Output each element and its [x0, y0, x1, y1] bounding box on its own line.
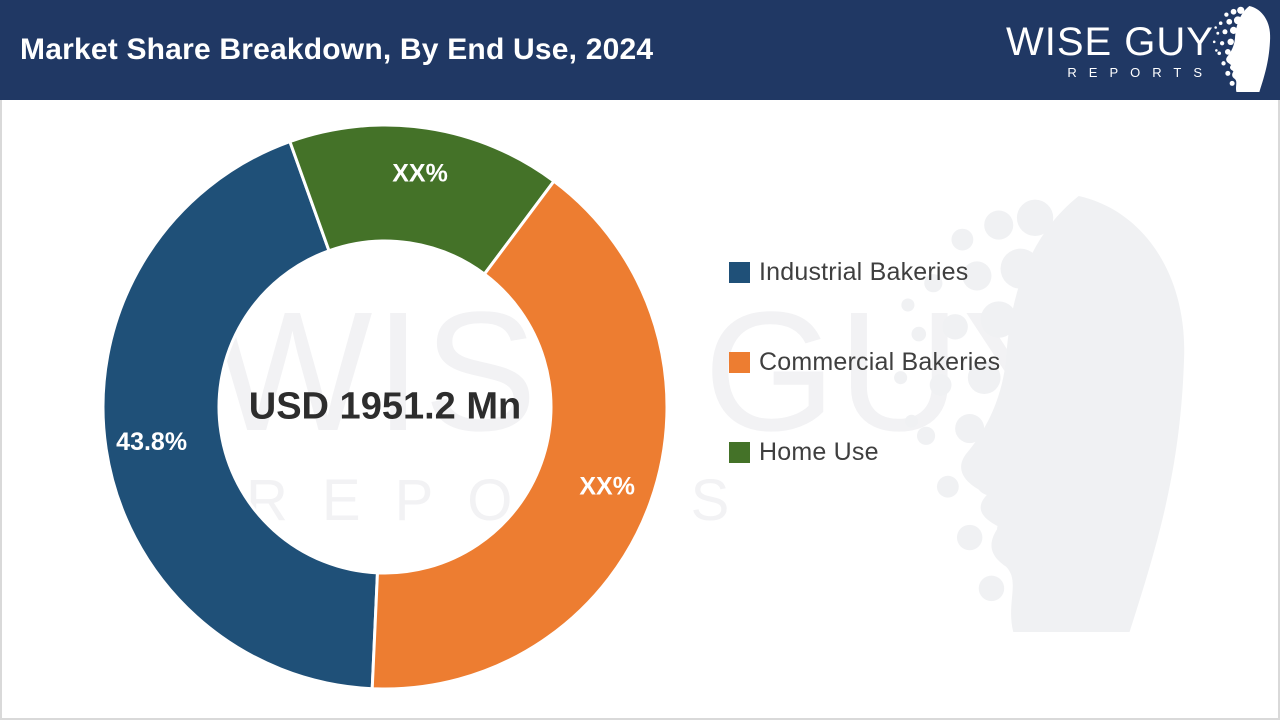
legend-label: Commercial Bakeries — [759, 348, 1001, 376]
legend-item-industrial-bakeries[interactable]: Industrial Bakeries — [729, 258, 1000, 287]
header-bar: Market Share Breakdown, By End Use, 2024… — [0, 0, 1280, 100]
chart-center-value: USD 1951.2 Mn — [248, 385, 522, 428]
slice-value-label: XX% — [579, 473, 635, 501]
legend-swatch-green-icon — [729, 442, 750, 463]
legend-swatch-blue-icon — [729, 262, 750, 283]
brand-logo: WISE GUY REPORTS — [1006, 6, 1272, 94]
slice-value-label: 43.8% — [116, 428, 187, 456]
legend-item-commercial-bakeries[interactable]: Commercial Bakeries — [729, 348, 1000, 377]
legend-label: Home Use — [759, 438, 879, 466]
page-title: Market Share Breakdown, By End Use, 2024 — [20, 33, 654, 66]
legend-item-home-use[interactable]: Home Use — [729, 438, 1000, 467]
slice-value-label: XX% — [392, 160, 448, 188]
brand-face-dots-icon — [1198, 6, 1272, 92]
brand-wordmark: WISE GUY — [1005, 20, 1214, 64]
legend-label: Industrial Bakeries — [759, 258, 969, 286]
donut-slice-commercial-bakeries[interactable] — [370, 179, 669, 691]
donut-slice-industrial-bakeries[interactable] — [101, 140, 379, 691]
chart-legend: Industrial Bakeries Commercial Bakeries … — [729, 258, 1000, 467]
brand-subtitle: REPORTS — [1067, 65, 1214, 80]
legend-swatch-orange-icon — [729, 352, 750, 373]
